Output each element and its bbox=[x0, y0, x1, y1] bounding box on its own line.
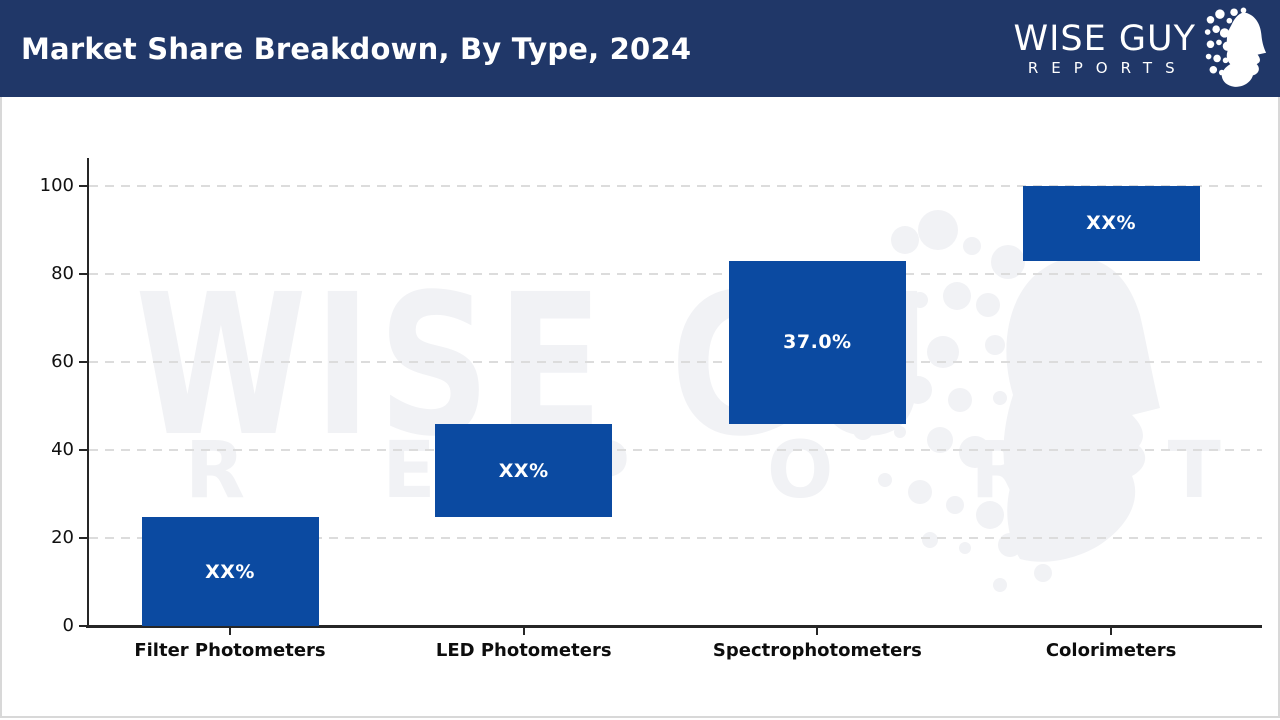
x-tick-label: Spectrophotometers bbox=[712, 640, 922, 661]
frame-border-right bbox=[1278, 97, 1280, 716]
x-axis-tick bbox=[1110, 628, 1113, 635]
y-axis-line bbox=[87, 158, 89, 628]
x-axis-tick bbox=[229, 628, 231, 635]
brand-subtitle: REPORTS bbox=[1027, 58, 1188, 77]
brand-logo-text: WISE GUY REPORTS bbox=[1013, 18, 1196, 77]
bar: XX% bbox=[435, 424, 613, 518]
chart-title: Market Share Breakdown, By Type, 2024 bbox=[21, 31, 692, 66]
y-tick-label: 100 bbox=[39, 175, 74, 196]
bar-value-label: XX% bbox=[205, 560, 255, 583]
y-axis-tick bbox=[79, 361, 87, 363]
brand-name: WISE GUY bbox=[1013, 18, 1196, 59]
x-axis-line bbox=[86, 625, 1262, 628]
x-axis-tick bbox=[522, 628, 525, 635]
gridline bbox=[89, 185, 1262, 187]
y-tick-label: 60 bbox=[51, 351, 74, 372]
bar: XX% bbox=[1022, 186, 1200, 261]
bar-value-label: XX% bbox=[498, 459, 549, 482]
y-axis-tick bbox=[79, 449, 87, 451]
brand-head-icon bbox=[1204, 7, 1267, 87]
bar: XX% bbox=[141, 517, 319, 626]
y-tick-label: 40 bbox=[51, 439, 74, 460]
frame-border-left bbox=[0, 97, 2, 716]
y-axis-tick bbox=[79, 537, 87, 539]
brand-logo: WISE GUY REPORTS bbox=[1013, 6, 1280, 92]
gridline bbox=[89, 537, 1262, 539]
header: Market Share Breakdown, By Type, 2024 WI… bbox=[0, 0, 1280, 97]
y-axis-tick bbox=[79, 625, 87, 627]
x-axis-tick bbox=[816, 628, 819, 635]
y-tick-label: 80 bbox=[51, 263, 74, 284]
bar-value-label: 37.0% bbox=[783, 331, 852, 354]
x-tick-label: LED Photometers bbox=[435, 640, 612, 661]
y-tick-label: 0 bbox=[62, 615, 74, 636]
frame-border-bottom bbox=[0, 716, 1280, 718]
bar: 37.0% bbox=[728, 260, 906, 424]
gridline bbox=[89, 273, 1262, 275]
bar-value-label: XX% bbox=[1086, 212, 1137, 235]
gridline bbox=[89, 449, 1262, 451]
y-tick-label: 20 bbox=[51, 527, 74, 548]
y-axis-tick bbox=[79, 273, 87, 275]
gridline bbox=[89, 361, 1262, 363]
y-axis-tick bbox=[79, 185, 87, 187]
x-tick-label: Colorimeters bbox=[1045, 640, 1177, 661]
x-tick-label: Filter Photometers bbox=[134, 640, 326, 661]
